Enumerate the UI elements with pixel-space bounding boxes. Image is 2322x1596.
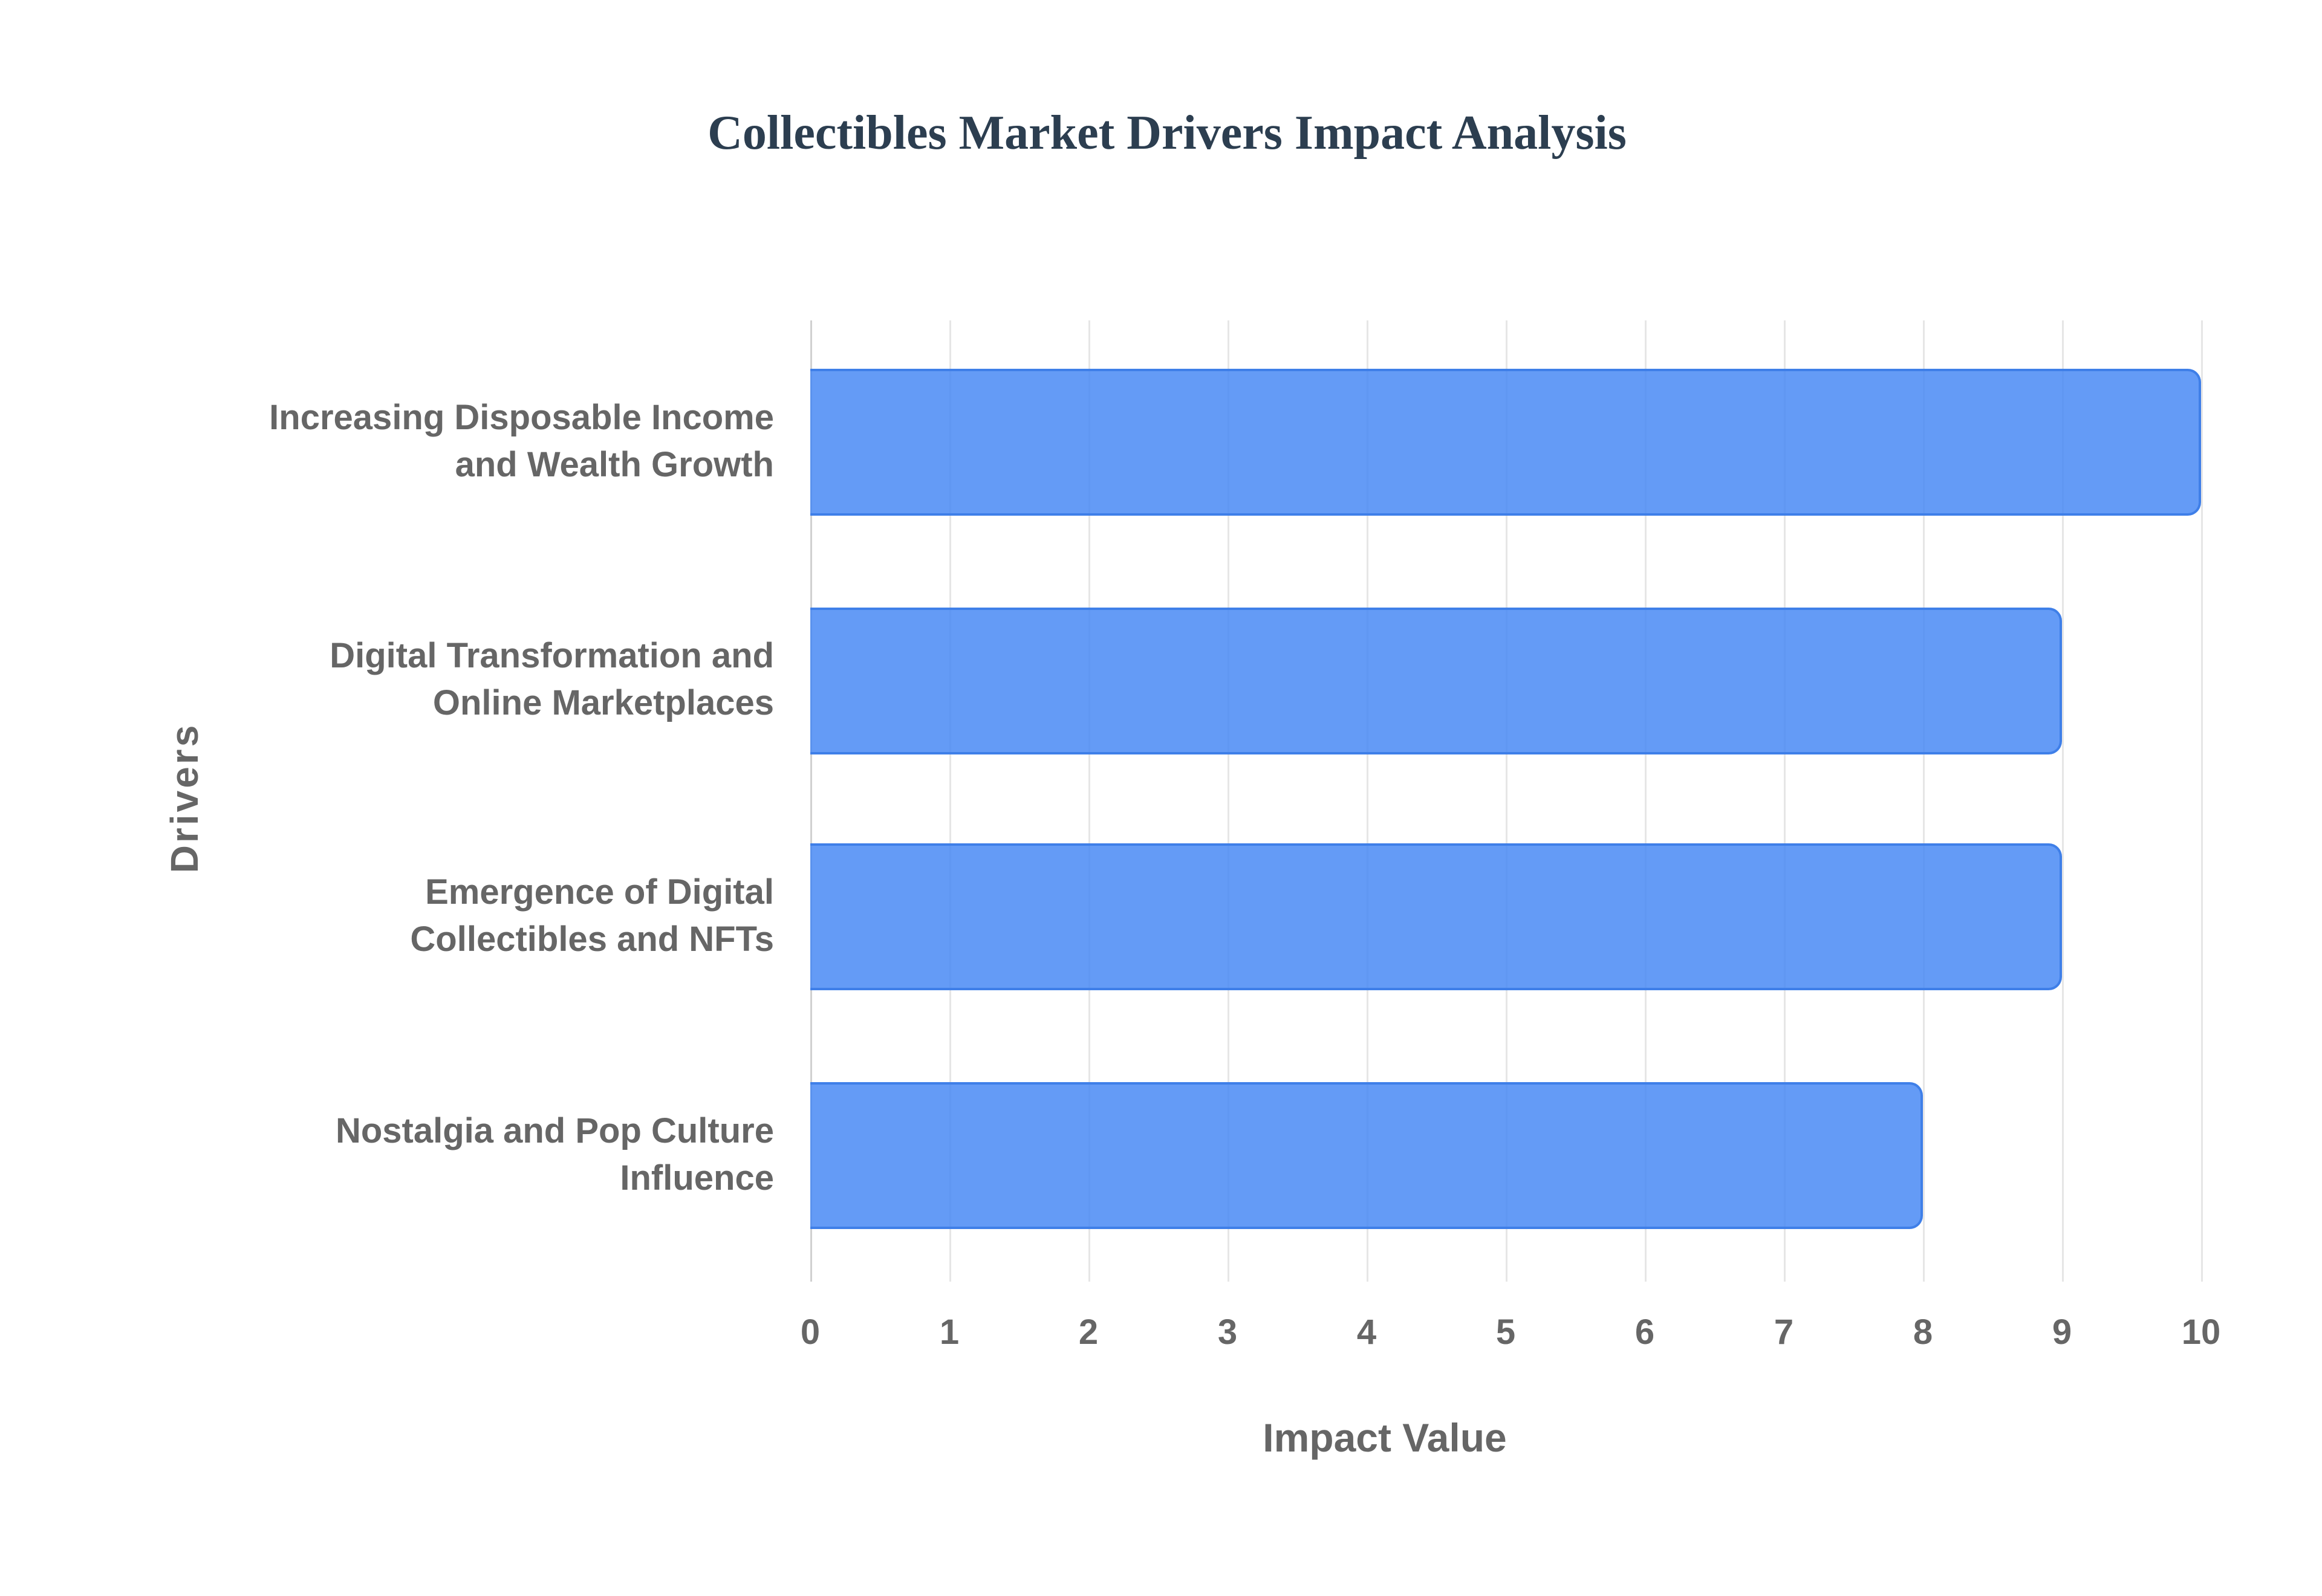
x-tick-label: 5 (1495, 1312, 1516, 1352)
x-tick-label: 1 (939, 1312, 960, 1352)
x-tick-label: 10 (2181, 1312, 2221, 1352)
y-tick-label: Nostalgia and Pop Culture Influence (169, 1108, 774, 1202)
gridline (1228, 320, 1229, 1282)
y-tick-label: Increasing Disposable Income and Wealth … (169, 394, 774, 488)
x-tick-label: 0 (800, 1312, 821, 1352)
gridline (2201, 320, 2203, 1282)
x-tick-label: 3 (1217, 1312, 1238, 1352)
gridline (1923, 320, 1925, 1282)
x-tick-label: 4 (1356, 1312, 1377, 1352)
gridline (949, 320, 951, 1282)
gridline (1367, 320, 1368, 1282)
x-tick-label: 7 (1774, 1312, 1794, 1352)
y-tick-line: Digital Transformation and (330, 636, 774, 675)
bar-digital-collectibles-nfts[interactable] (810, 843, 2062, 990)
y-axis-line (810, 320, 812, 1282)
x-tick-label: 2 (1078, 1312, 1099, 1352)
bar-digital-transformation[interactable] (810, 608, 2062, 754)
x-tick-label: 8 (1913, 1312, 1933, 1352)
x-tick-label: 6 (1634, 1312, 1655, 1352)
y-tick-line: Nostalgia and Pop Culture (335, 1111, 774, 1150)
x-axis-title: Impact Value (1263, 1415, 1507, 1460)
y-axis-title: Drivers (163, 722, 206, 874)
chart-title: Collectibles Market Drivers Impact Analy… (707, 106, 1627, 160)
y-tick-label: Emergence of Digital Collectibles and NF… (169, 869, 774, 963)
y-tick-line: and Wealth Growth (455, 445, 774, 484)
y-tick-line: Influence (620, 1158, 774, 1198)
bar-disposable-income[interactable] (810, 369, 2201, 516)
gridline (1088, 320, 1090, 1282)
plot-area (810, 320, 2203, 1282)
y-tick-line: Collectibles and NFTs (410, 920, 774, 959)
y-tick-line: Online Marketplaces (432, 683, 774, 722)
gridline (1784, 320, 1786, 1282)
bar-nostalgia-pop-culture[interactable] (810, 1082, 1923, 1229)
y-tick-line: Emergence of Digital (425, 872, 774, 912)
y-tick-line: Increasing Disposable Income (269, 398, 774, 437)
gridline (2062, 320, 2064, 1282)
x-tick-label: 9 (2052, 1312, 2072, 1352)
gridline (1645, 320, 1647, 1282)
y-tick-label: Digital Transformation and Online Market… (169, 632, 774, 727)
gridline (1506, 320, 1507, 1282)
